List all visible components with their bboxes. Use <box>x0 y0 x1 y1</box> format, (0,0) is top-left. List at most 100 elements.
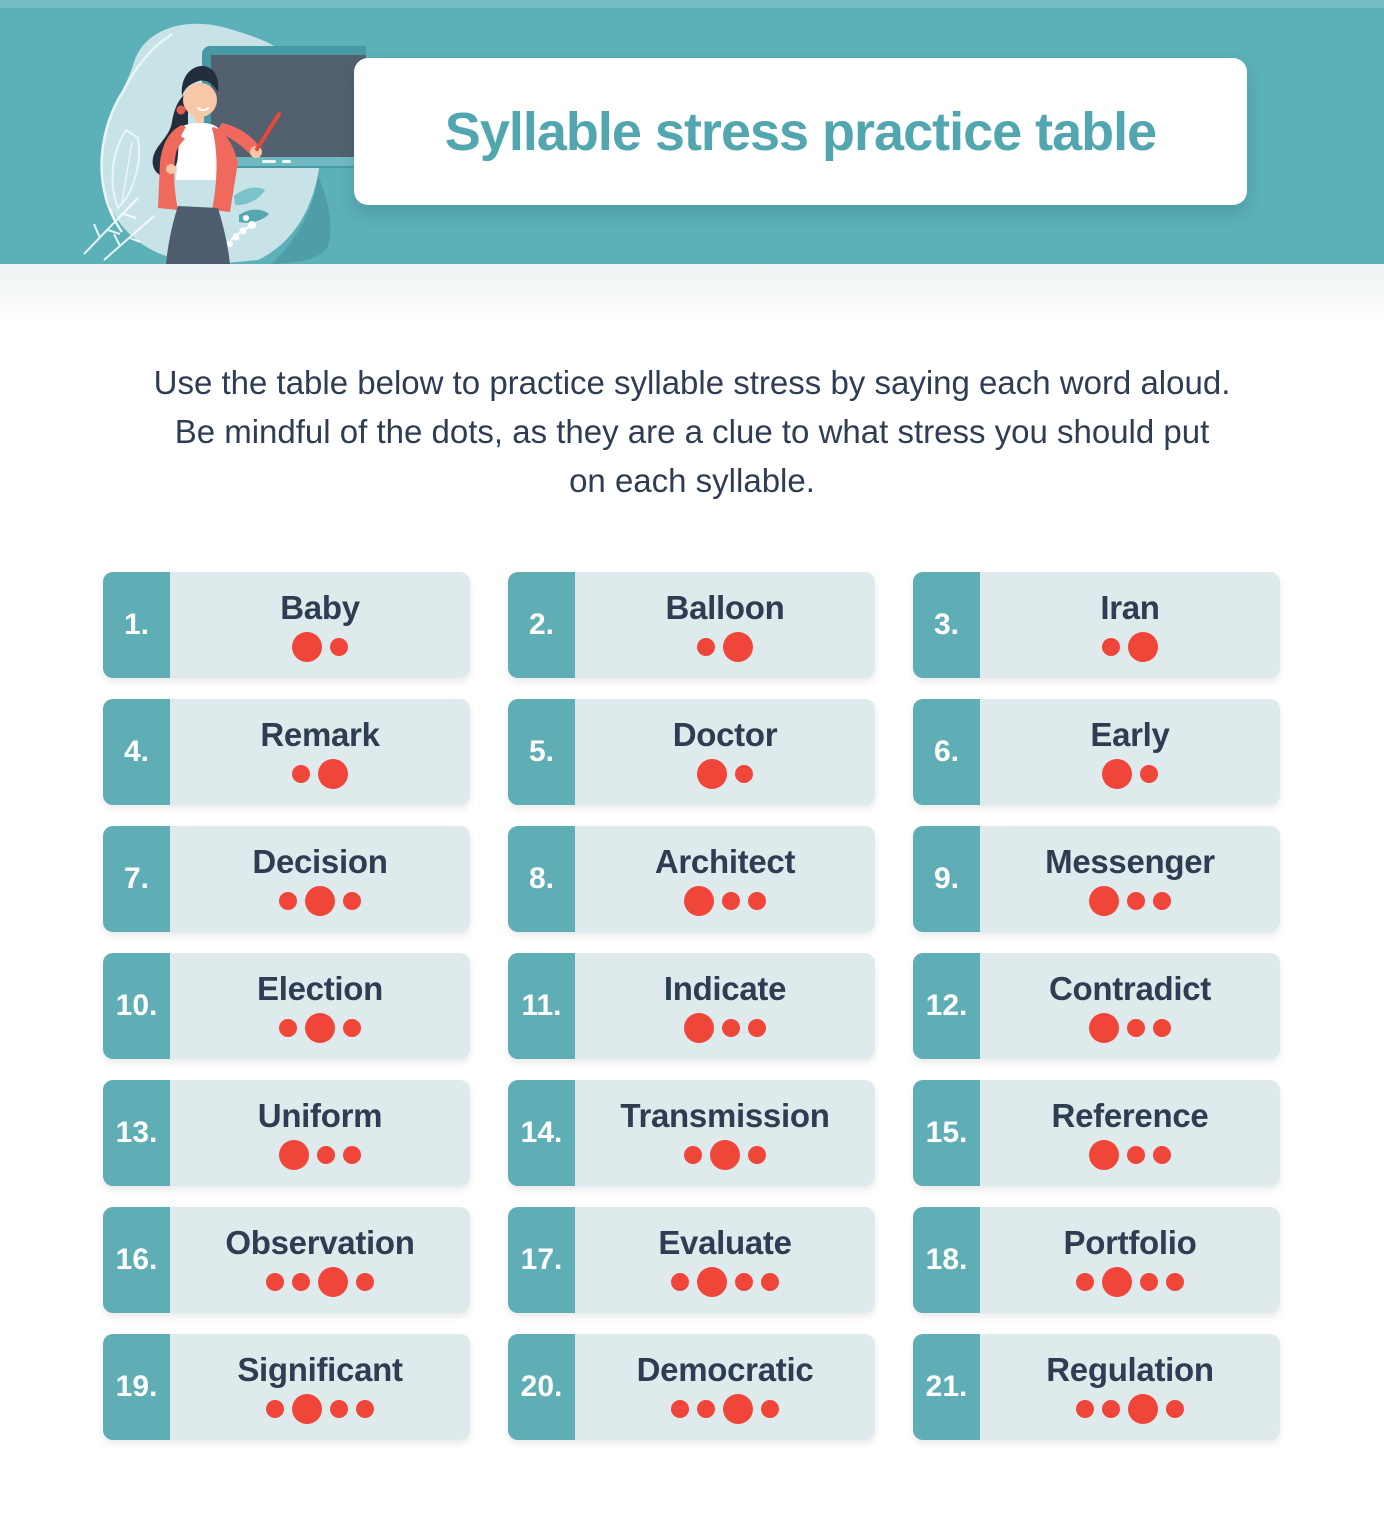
word-number: 1. <box>103 572 170 678</box>
word-card-body: Regulation <box>980 1334 1280 1440</box>
stress-dot-small <box>356 1272 374 1291</box>
word-number: 11. <box>508 953 575 1059</box>
word-card: 4. Remark <box>103 699 470 805</box>
word-card: 3. Iran <box>913 572 1280 678</box>
word-number: 13. <box>103 1080 170 1186</box>
word-card: 17. Evaluate <box>508 1207 875 1313</box>
word-label: Regulation <box>1046 1350 1214 1388</box>
word-label: Reference <box>1051 1096 1209 1134</box>
stress-dots <box>1102 631 1158 662</box>
stress-dots <box>684 885 766 916</box>
stress-dot-small <box>748 1018 766 1037</box>
word-label: Early <box>1090 715 1170 753</box>
stress-dot-small <box>1127 1018 1145 1037</box>
word-card: 15. Reference <box>913 1080 1280 1186</box>
word-label: Transmission <box>620 1096 830 1134</box>
header-shadow <box>0 264 1384 322</box>
stress-dots <box>279 1139 361 1170</box>
stress-dots <box>279 885 361 916</box>
word-label: Architect <box>654 842 796 880</box>
word-label: Evaluate <box>658 1223 792 1261</box>
stress-dot-large <box>1089 885 1119 916</box>
word-label: Messenger <box>1045 842 1215 880</box>
stress-dot-small <box>1127 1145 1145 1164</box>
word-number: 8. <box>508 826 575 932</box>
word-card: 1. Baby <box>103 572 470 678</box>
stress-dot-small <box>697 1399 715 1418</box>
stress-dot-small <box>343 1018 361 1037</box>
stress-dots <box>1076 1266 1184 1297</box>
word-label: Uniform <box>257 1096 383 1134</box>
word-number: 19. <box>103 1334 170 1440</box>
word-card-body: Iran <box>980 572 1280 678</box>
word-card-body: Election <box>170 953 470 1059</box>
word-number: 12. <box>913 953 980 1059</box>
stress-dot-small <box>735 1272 753 1291</box>
word-number: 18. <box>913 1207 980 1313</box>
word-number: 6. <box>913 699 980 805</box>
stress-dot-large <box>697 1266 727 1297</box>
intro-line: Use the table below to practice syllable… <box>153 364 1231 401</box>
stress-dot-small <box>279 891 297 910</box>
word-label: Significant <box>237 1350 403 1388</box>
stress-dot-small <box>1076 1272 1094 1291</box>
word-label: Balloon <box>665 588 785 626</box>
stress-dot-small <box>1153 1145 1171 1164</box>
stress-dots <box>684 1139 766 1170</box>
stress-dot-large <box>1102 1266 1132 1297</box>
stress-dots <box>279 1012 361 1043</box>
word-label: Portfolio <box>1063 1223 1197 1261</box>
word-label: Democratic <box>636 1350 814 1388</box>
stress-dot-large <box>1102 758 1132 789</box>
stress-dot-large <box>684 1012 714 1043</box>
stress-dot-small <box>330 1399 348 1418</box>
intro-text: Use the table below to practice syllable… <box>0 358 1384 505</box>
stress-dot-small <box>697 637 715 656</box>
stress-dot-large <box>723 1393 753 1424</box>
page-title: Syllable stress practice table <box>444 101 1157 162</box>
stress-dot-small <box>356 1399 374 1418</box>
stress-dot-large <box>305 1012 335 1043</box>
stress-dot-large <box>292 1393 322 1424</box>
word-card-body: Democratic <box>575 1334 875 1440</box>
stress-dot-large <box>697 758 727 789</box>
stress-dot-large <box>292 631 322 662</box>
word-card-body: Balloon <box>575 572 875 678</box>
stress-dot-small <box>761 1399 779 1418</box>
word-card-body: Significant <box>170 1334 470 1440</box>
stress-dot-small <box>722 891 740 910</box>
word-card-body: Baby <box>170 572 470 678</box>
stress-dot-large <box>318 758 348 789</box>
word-card: 18. Portfolio <box>913 1207 1280 1313</box>
stress-dot-small <box>292 764 310 783</box>
stress-dots <box>292 631 348 662</box>
word-card: 10. Election <box>103 953 470 1059</box>
word-card-body: Doctor <box>575 699 875 805</box>
stress-dot-large <box>710 1139 740 1170</box>
word-card-body: Decision <box>170 826 470 932</box>
stress-dot-small <box>735 764 753 783</box>
stress-dot-large <box>684 885 714 916</box>
stress-dot-large <box>1128 1393 1158 1424</box>
stress-dot-small <box>1102 637 1120 656</box>
word-card: 14. Transmission <box>508 1080 875 1186</box>
stress-dots <box>266 1266 374 1297</box>
stress-dots <box>697 758 753 789</box>
word-label: Decision <box>252 842 388 880</box>
practice-table: 1. Baby 2. Balloon 3. Iran 4. Remar <box>103 572 1280 1440</box>
word-number: 15. <box>913 1080 980 1186</box>
stress-dot-small <box>722 1018 740 1037</box>
word-card-body: Early <box>980 699 1280 805</box>
stress-dot-small <box>1166 1272 1184 1291</box>
word-card: 12. Contradict <box>913 953 1280 1059</box>
word-card: 2. Balloon <box>508 572 875 678</box>
stress-dot-large <box>279 1139 309 1170</box>
word-card-body: Evaluate <box>575 1207 875 1313</box>
stress-dots <box>1089 1012 1171 1043</box>
stress-dots <box>292 758 348 789</box>
word-card-body: Architect <box>575 826 875 932</box>
stress-dot-small <box>1102 1399 1120 1418</box>
stress-dot-small <box>748 891 766 910</box>
word-card-body: Messenger <box>980 826 1280 932</box>
stress-dots <box>1089 885 1171 916</box>
